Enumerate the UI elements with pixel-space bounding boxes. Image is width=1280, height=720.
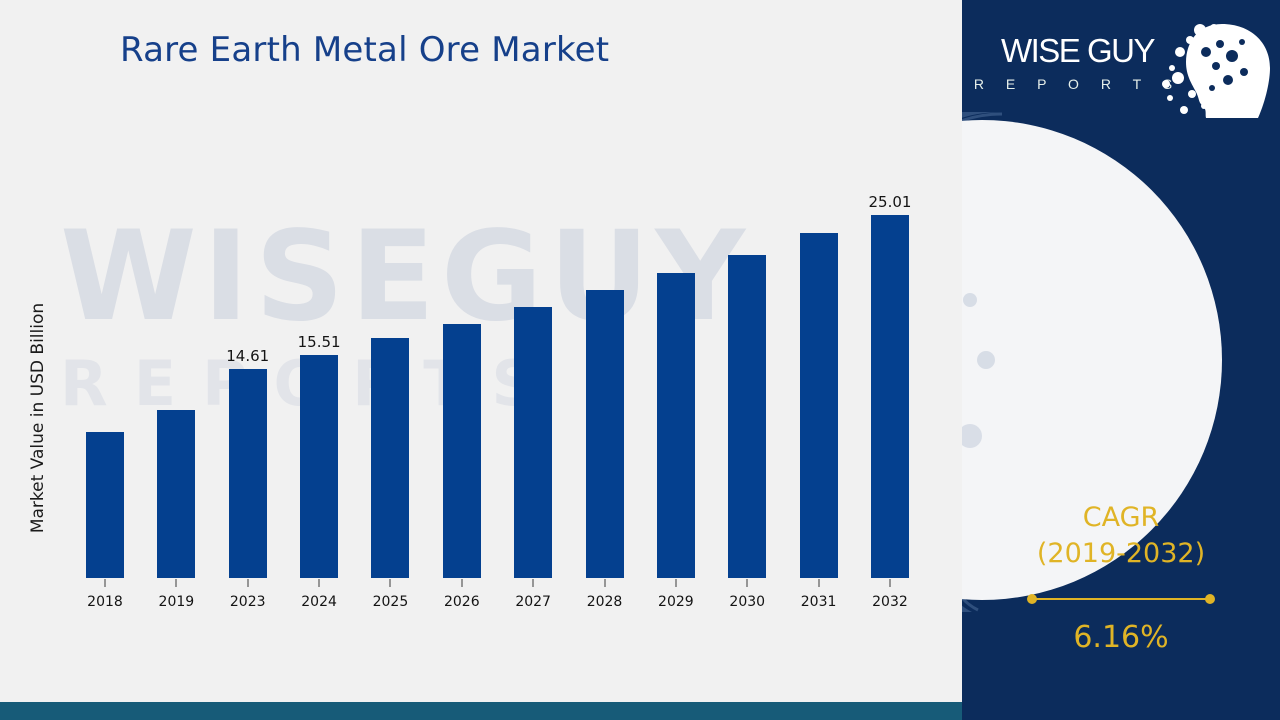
bar-group: 2030 [712,180,782,610]
bar [228,369,267,578]
bar [870,215,909,578]
axis-tick [889,579,891,587]
x-axis-label: 2029 [658,594,694,610]
chart-panel: Rare Earth Metal Ore Market WISEGUY REPO… [0,30,962,720]
axis-tick [247,579,249,587]
axis-tick [318,579,320,587]
logo-subtitle: R E P O R T S [973,76,1182,92]
axis-tick [746,579,748,587]
bar-value-label: 25.01 [868,193,912,211]
y-axis-label: Market Value in USD Billion [28,302,48,534]
axis-tick [532,579,534,587]
x-axis-label: 2024 [301,594,337,610]
divider-dot-right [1205,594,1215,604]
footer-strip [0,702,962,720]
bar [656,273,695,578]
axis-tick [675,579,677,587]
x-axis-label: 2019 [158,594,195,610]
x-axis-label: 2023 [229,594,266,610]
bar-group: 2018 [70,180,140,610]
bar-group: 2028 [570,180,640,610]
brand-logo: WISE GUY R E P O R T S [962,24,1280,118]
sidebar-panel: WISE GUY R E P O R T S [962,0,1280,720]
logo-wordmark: WISE GUY [1000,32,1156,69]
bar [300,355,339,578]
axis-tick [104,579,106,587]
x-axis-label: 2026 [443,594,480,610]
x-axis-label: 2018 [87,594,123,610]
cagr-title: CAGR [1082,502,1160,533]
axis-tick [389,579,391,587]
axis-tick [175,579,177,587]
bar-group: 2019 [141,180,211,610]
bar-series: 2018 2019 14.61 2023 15.51 2024 2025 2026 2027 20… [70,180,925,610]
bar-value-label: 14.61 [226,347,270,365]
head-profile-dots-icon [1158,22,1276,122]
bar-group: 2025 [355,180,425,610]
bar-group: 15.51 2024 [284,180,354,610]
x-axis-label: 2031 [800,594,837,610]
x-axis-label: 2028 [586,594,623,610]
plot-area: 2018 2019 14.61 2023 15.51 2024 2025 2026 2027 20… [70,180,925,610]
bar [799,233,838,578]
bar [728,255,767,578]
axis-tick [818,579,820,587]
cagr-range: (2019-2032) [1036,538,1206,569]
bar-group: 14.61 2023 [213,180,283,610]
x-axis-label: 2030 [729,594,766,610]
bar [86,432,124,578]
cagr-block: CAGR (2019-2032) 6.16% [962,500,1280,656]
bar-group: 2031 [784,180,854,610]
axis-tick [604,579,606,587]
bar-group: 2029 [641,180,711,610]
page-title: Rare Earth Metal Ore Market [120,30,610,70]
bar-group: 2027 [498,180,568,610]
bar-value-label: 15.51 [297,333,341,351]
bar [585,290,624,578]
x-axis-label: 2025 [372,594,409,610]
axis-tick [461,579,463,587]
x-axis-label: 2032 [872,594,908,610]
bar-group: 2026 [427,180,497,610]
bar [157,410,196,578]
bar [514,307,553,578]
divider-line [1032,598,1210,600]
bar [442,324,481,578]
cagr-divider [1027,594,1215,604]
cagr-value: 6.16% [1073,620,1169,655]
x-axis-label: 2027 [515,594,551,610]
decorative-circle [962,120,1222,600]
bar-group: 25.01 2032 [855,180,925,610]
bar [371,338,410,578]
